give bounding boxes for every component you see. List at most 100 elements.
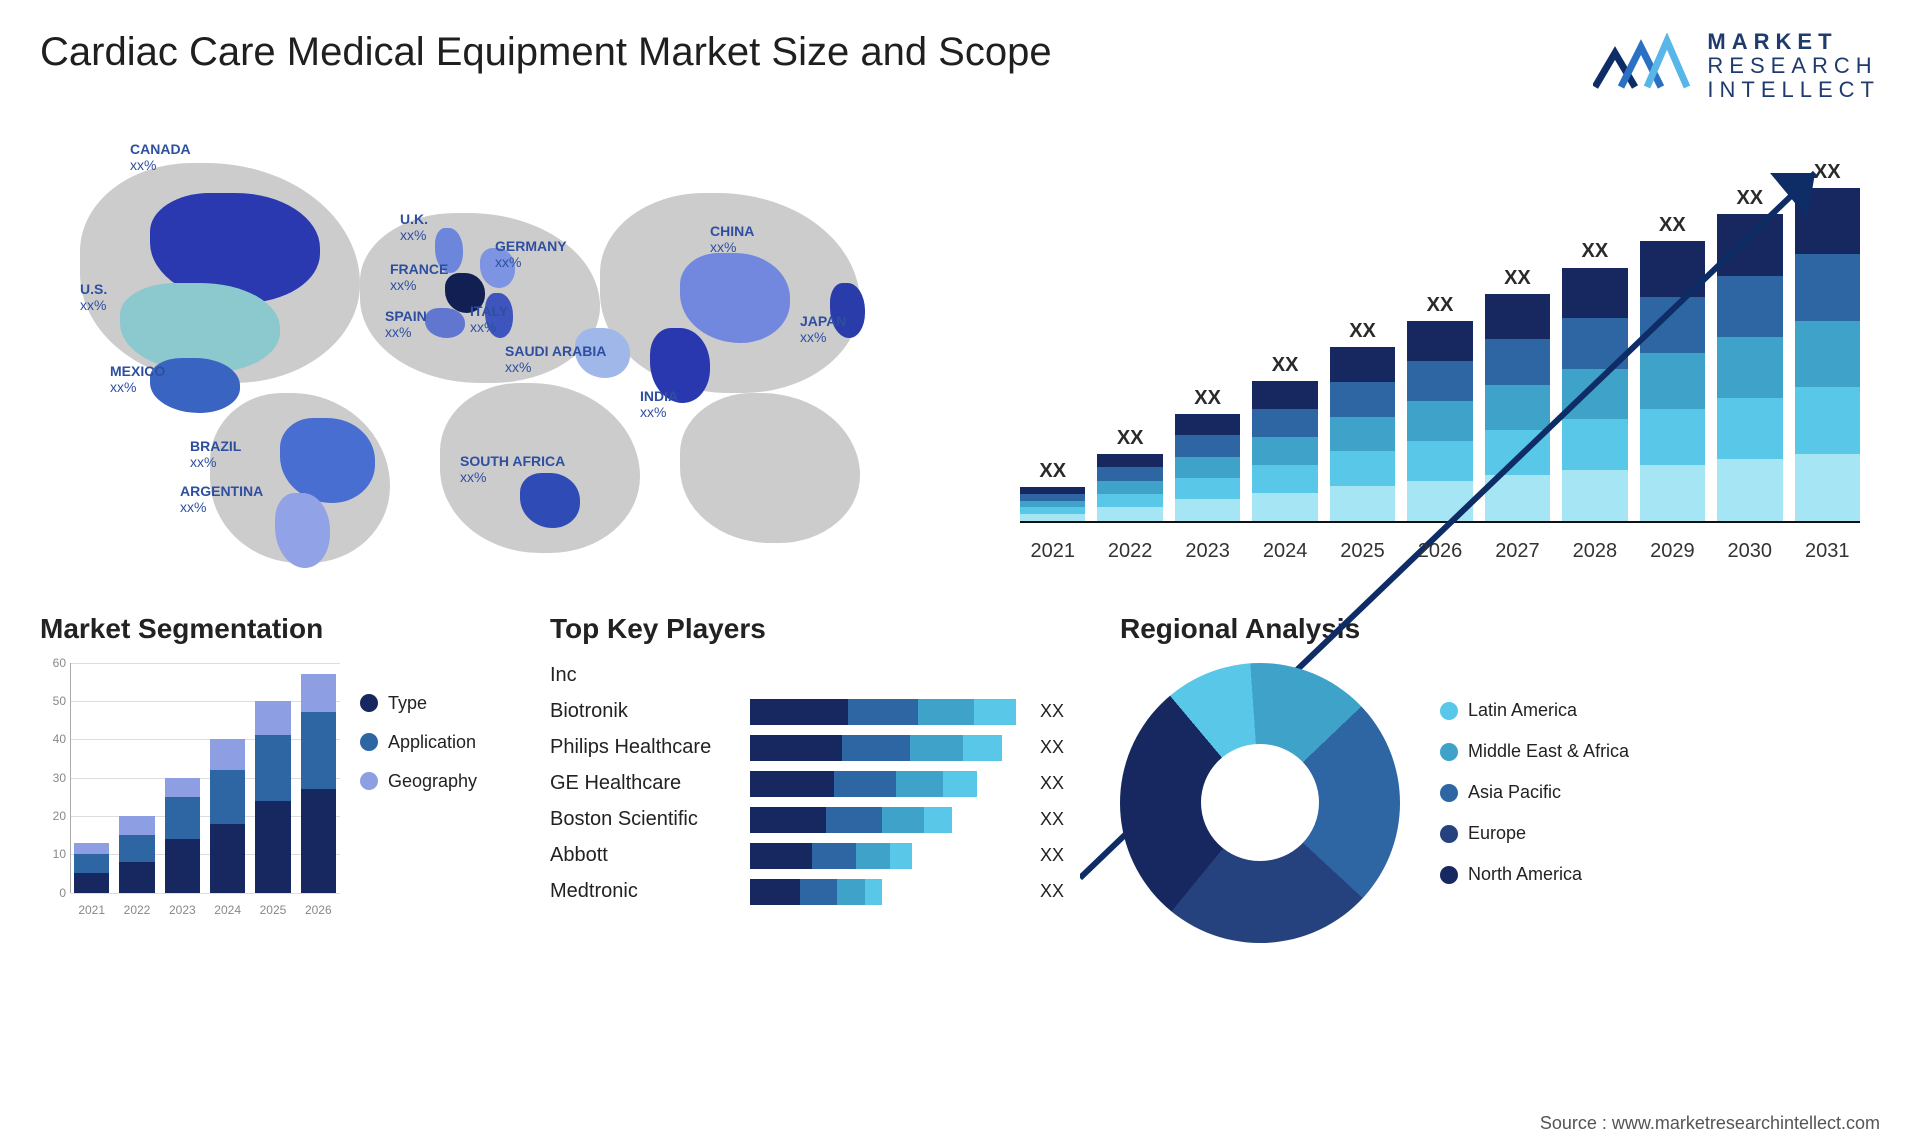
main-chart-segment: [1717, 276, 1782, 337]
key-players-list: IncBiotronikXXPhilips HealthcareXXGE Hea…: [550, 663, 1090, 905]
key-player-bar-segment: [943, 771, 977, 797]
main-chart-segment: [1795, 387, 1860, 454]
main-chart-segment: [1640, 409, 1705, 465]
segmentation-gridline: [71, 893, 340, 894]
main-chart-segment: [1252, 409, 1317, 437]
segmentation-legend-item: Geography: [360, 771, 520, 792]
segmentation-column: [255, 701, 290, 893]
map-country-label: MEXICOxx%: [110, 363, 165, 395]
main-chart-xlabel: 2027: [1485, 540, 1550, 563]
legend-label: Type: [388, 693, 427, 714]
key-player-bar-segment: [890, 843, 912, 869]
main-chart-xlabel: 2030: [1717, 540, 1782, 563]
main-chart-xlabel: 2025: [1330, 540, 1395, 563]
segmentation-segment: [255, 801, 290, 893]
key-player-bar-segment: [848, 699, 918, 725]
regional-panel: Regional Analysis Latin America Middle Ea…: [1120, 613, 1880, 943]
main-chart-plot: XXXXXXXXXXXXXXXXXXXXXX: [1020, 153, 1860, 523]
main-chart-baseline: [1020, 521, 1860, 523]
key-player-bar: [750, 843, 912, 869]
main-chart-stack: [1795, 188, 1860, 521]
legend-swatch-icon: [1440, 743, 1458, 761]
segmentation-panel: Market Segmentation 20212022202320242025…: [40, 613, 520, 943]
main-chart-xlabel: 2022: [1097, 540, 1162, 563]
main-chart-value-label: XX: [1349, 320, 1376, 343]
regional-title: Regional Analysis: [1120, 613, 1880, 645]
segmentation-column: [74, 843, 109, 893]
main-chart-segment: [1020, 514, 1085, 521]
main-chart-value-label: XX: [1659, 214, 1686, 237]
legend-swatch-icon: [360, 733, 378, 751]
legend-swatch-icon: [360, 694, 378, 712]
key-player-bar: [750, 807, 952, 833]
main-chart-column: XX: [1097, 427, 1162, 521]
main-chart-segment: [1562, 318, 1627, 369]
key-player-name: Boston Scientific: [550, 808, 740, 831]
regional-legend-item: Middle East & Africa: [1440, 741, 1629, 762]
segmentation-segment: [301, 789, 336, 893]
main-chart-segment: [1097, 507, 1162, 520]
key-players-panel: Top Key Players IncBiotronikXXPhilips He…: [550, 613, 1090, 943]
main-chart-column: XX: [1795, 161, 1860, 521]
map-country-label: INDIAxx%: [640, 388, 678, 420]
main-chart-segment: [1175, 499, 1240, 520]
key-player-bar-segment: [924, 807, 952, 833]
key-player-value: XX: [1040, 773, 1090, 794]
key-player-bar-segment: [800, 879, 836, 905]
main-chart-segment: [1252, 381, 1317, 409]
key-player-name: Inc: [550, 664, 740, 687]
main-chart-column: XX: [1175, 387, 1240, 521]
top-row: CANADAxx%U.S.xx%MEXICOxx%BRAZILxx%ARGENT…: [40, 133, 1880, 573]
legend-label: Asia Pacific: [1468, 782, 1561, 803]
legend-label: Middle East & Africa: [1468, 741, 1629, 762]
key-player-bar: [750, 771, 977, 797]
main-chart-segment: [1097, 454, 1162, 467]
segmentation-legend: Type Application Geography: [360, 663, 520, 923]
segmentation-ylabel: 0: [40, 886, 66, 900]
world-map-panel: CANADAxx%U.S.xx%MEXICOxx%BRAZILxx%ARGENT…: [40, 133, 950, 573]
main-chart-segment: [1485, 475, 1550, 520]
key-player-bar-segment: [882, 807, 924, 833]
segmentation-segment: [74, 854, 109, 873]
logo-mark-icon: [1593, 33, 1693, 99]
main-chart-value-label: XX: [1582, 240, 1609, 263]
regional-legend-item: North America: [1440, 864, 1629, 885]
key-player-bar-segment: [750, 735, 842, 761]
segmentation-segment: [119, 835, 154, 862]
legend-swatch-icon: [1440, 702, 1458, 720]
main-chart-value-label: XX: [1736, 187, 1763, 210]
main-chart-segment: [1175, 457, 1240, 478]
key-player-bar: [750, 735, 1002, 761]
main-chart-segment: [1562, 268, 1627, 319]
segmentation-segment: [165, 797, 200, 839]
main-chart-value-label: XX: [1814, 161, 1841, 184]
segmentation-bars: [70, 663, 340, 893]
main-chart-segment: [1640, 465, 1705, 521]
main-chart-stack: [1252, 381, 1317, 521]
main-chart-segment: [1097, 467, 1162, 480]
main-chart-segment: [1562, 419, 1627, 470]
segmentation-ylabel: 20: [40, 809, 66, 823]
legend-label: Europe: [1468, 823, 1526, 844]
key-player-row: Inc: [550, 663, 1090, 689]
main-chart-segment: [1175, 414, 1240, 435]
map-country: [275, 493, 330, 568]
segmentation-xlabels: 202120222023202420252026: [70, 903, 340, 917]
main-chart-stack: [1562, 267, 1627, 520]
main-chart-segment: [1252, 493, 1317, 521]
segmentation-xlabel: 2026: [301, 903, 336, 917]
segmentation-legend-item: Application: [360, 732, 520, 753]
segmentation-ylabel: 30: [40, 771, 66, 785]
main-chart-stack: [1485, 294, 1550, 520]
main-chart-xlabel: 2031: [1795, 540, 1860, 563]
segmentation-ylabel: 40: [40, 732, 66, 746]
main-chart-segment: [1020, 487, 1085, 494]
segmentation-ylabel: 60: [40, 656, 66, 670]
logo-text-line-2: RESEARCH: [1707, 54, 1880, 78]
main-chart-value-label: XX: [1504, 267, 1531, 290]
donut-hole: [1201, 744, 1319, 862]
key-player-bar-segment: [834, 771, 896, 797]
main-chart-segment: [1717, 214, 1782, 275]
legend-label: Latin America: [1468, 700, 1577, 721]
map-country-label: CANADAxx%: [130, 141, 191, 173]
